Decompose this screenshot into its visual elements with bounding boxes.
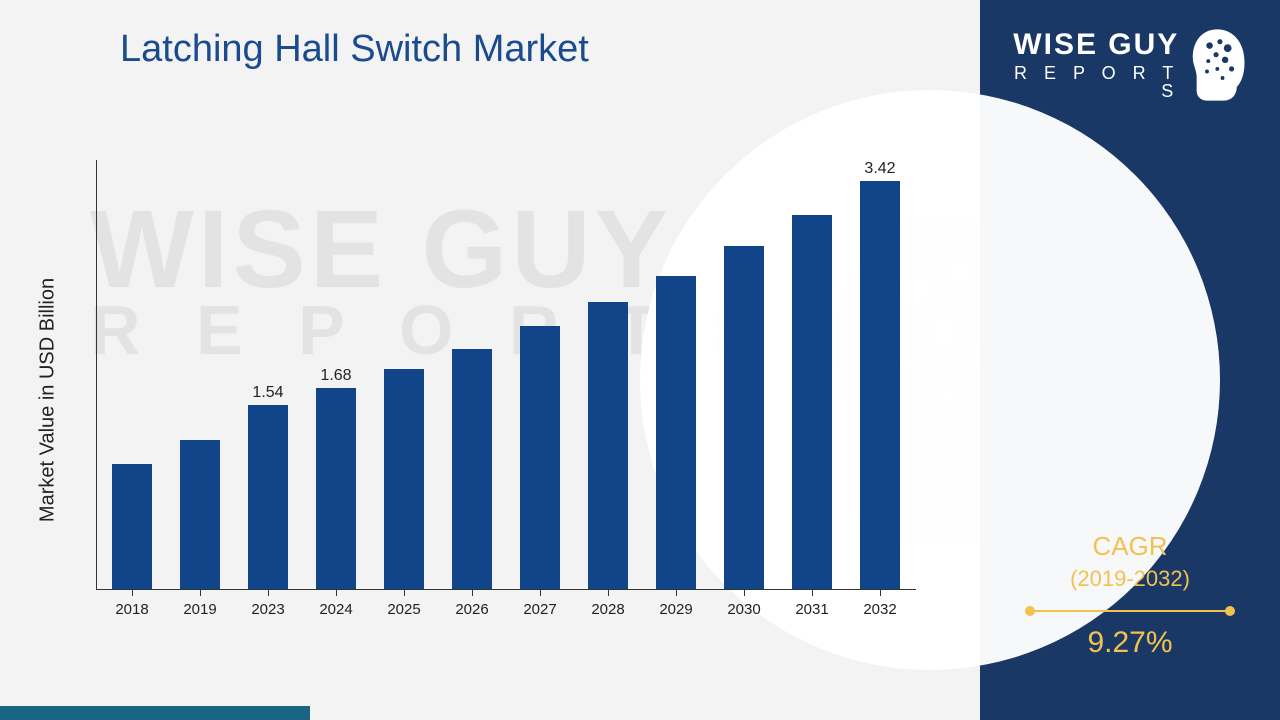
bar xyxy=(112,464,152,589)
cagr-divider xyxy=(1030,610,1230,612)
bar-slot: 20231.54 xyxy=(234,160,302,590)
bar xyxy=(860,181,900,590)
bar-slot: 2026 xyxy=(438,160,506,590)
bar xyxy=(724,246,764,589)
x-tick xyxy=(200,590,201,596)
bar-value-label: 1.68 xyxy=(302,367,370,385)
page-root: WISE GUY R E P O R T S WISE GUY R E P O … xyxy=(0,0,1280,720)
logo-head-icon xyxy=(1185,25,1250,105)
bar-slot: 2019 xyxy=(166,160,234,590)
x-label: 2023 xyxy=(234,601,302,618)
bar-slot: 2031 xyxy=(778,160,846,590)
x-label: 2027 xyxy=(506,601,574,618)
x-label: 2028 xyxy=(574,601,642,618)
chart-area: Market Value in USD Billion 201820192023… xyxy=(60,160,920,640)
x-label: 2025 xyxy=(370,601,438,618)
x-tick xyxy=(880,590,881,596)
bar-slot: 2029 xyxy=(642,160,710,590)
cagr-value: 9.27% xyxy=(1020,626,1240,660)
chart-plot: 2018201920231.5420241.682025202620272028… xyxy=(96,160,916,590)
bar-value-label: 1.54 xyxy=(234,384,302,402)
bar xyxy=(180,440,220,589)
bar-slot: 2027 xyxy=(506,160,574,590)
bars-container: 2018201920231.5420241.682025202620272028… xyxy=(96,160,916,590)
x-tick xyxy=(608,590,609,596)
cagr-range: (2019-2032) xyxy=(1020,566,1240,592)
bar-slot: 20241.68 xyxy=(302,160,370,590)
x-tick xyxy=(676,590,677,596)
x-label: 2032 xyxy=(846,601,914,618)
bar-slot: 2030 xyxy=(710,160,778,590)
bar xyxy=(656,276,696,589)
y-axis-label: Market Value in USD Billion xyxy=(37,278,60,522)
chart-title: Latching Hall Switch Market xyxy=(120,28,589,71)
bar-slot: 2025 xyxy=(370,160,438,590)
x-label: 2030 xyxy=(710,601,778,618)
cagr-label: CAGR xyxy=(1020,531,1240,562)
x-tick xyxy=(540,590,541,596)
x-label: 2031 xyxy=(778,601,846,618)
x-tick xyxy=(132,590,133,596)
bar xyxy=(384,369,424,589)
bottom-accent-bar xyxy=(0,706,310,720)
bar xyxy=(588,302,628,589)
bar-slot: 20323.42 xyxy=(846,160,914,590)
x-label: 2026 xyxy=(438,601,506,618)
bar xyxy=(520,326,560,589)
brand-logo: WISE GUY R E P O R T S xyxy=(1000,20,1250,110)
x-label: 2024 xyxy=(302,601,370,618)
x-tick xyxy=(472,590,473,596)
x-tick xyxy=(336,590,337,596)
x-label: 2029 xyxy=(642,601,710,618)
x-tick xyxy=(268,590,269,596)
bar-slot: 2028 xyxy=(574,160,642,590)
logo-line2: R E P O R T S xyxy=(1000,64,1179,100)
x-tick xyxy=(812,590,813,596)
bar xyxy=(792,215,832,589)
bar xyxy=(452,349,492,589)
bar xyxy=(248,405,288,589)
x-tick xyxy=(744,590,745,596)
logo-line1: WISE GUY xyxy=(1000,30,1179,60)
bar xyxy=(316,388,356,589)
x-tick xyxy=(404,590,405,596)
x-label: 2019 xyxy=(166,601,234,618)
bar-slot: 2018 xyxy=(98,160,166,590)
bar-value-label: 3.42 xyxy=(846,160,914,178)
cagr-box: CAGR (2019-2032) 9.27% xyxy=(1020,531,1240,660)
x-label: 2018 xyxy=(98,601,166,618)
